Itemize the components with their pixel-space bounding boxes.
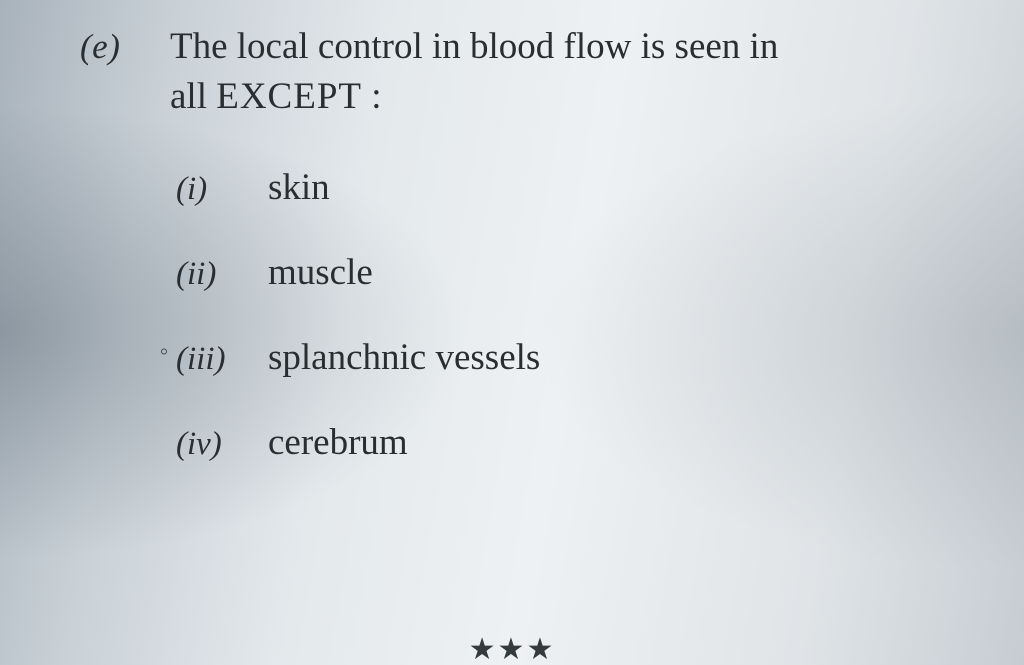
question-block: (e) The local control in blood flow is s… [80,22,984,464]
option-row: ° (iii) splanchnic vessels [176,336,984,379]
option-row: (iv) cerebrum [176,421,984,464]
option-label: (ii) [176,256,268,293]
option-label: (i) [176,171,268,208]
option-prefix-mark: ° [160,345,168,368]
question-stem-row: (e) The local control in blood flow is s… [80,22,984,122]
option-row: (i) skin [176,166,984,209]
option-text: cerebrum [268,421,408,464]
option-label: (iv) [176,426,268,463]
option-row: (ii) muscle [176,251,984,294]
option-text: splanchnic vessels [268,336,540,379]
option-text: skin [268,166,330,209]
stem-except: EXCEPT [216,76,362,117]
question-stem: The local control in blood flow is seen … [170,22,778,122]
option-label: ° (iii) [176,341,268,378]
stem-line-1: The local control in blood flow is seen … [170,26,778,67]
option-label-text: (iii) [176,341,225,377]
footer-stars-icon: ★★★ [0,632,1024,665]
option-text: muscle [268,251,373,294]
options-list: (i) skin (ii) muscle ° (iii) splanchnic … [176,166,984,464]
question-label: (e) [80,22,170,72]
stem-line-2-prefix: all [170,76,216,117]
stem-line-2-suffix: : [362,76,382,117]
